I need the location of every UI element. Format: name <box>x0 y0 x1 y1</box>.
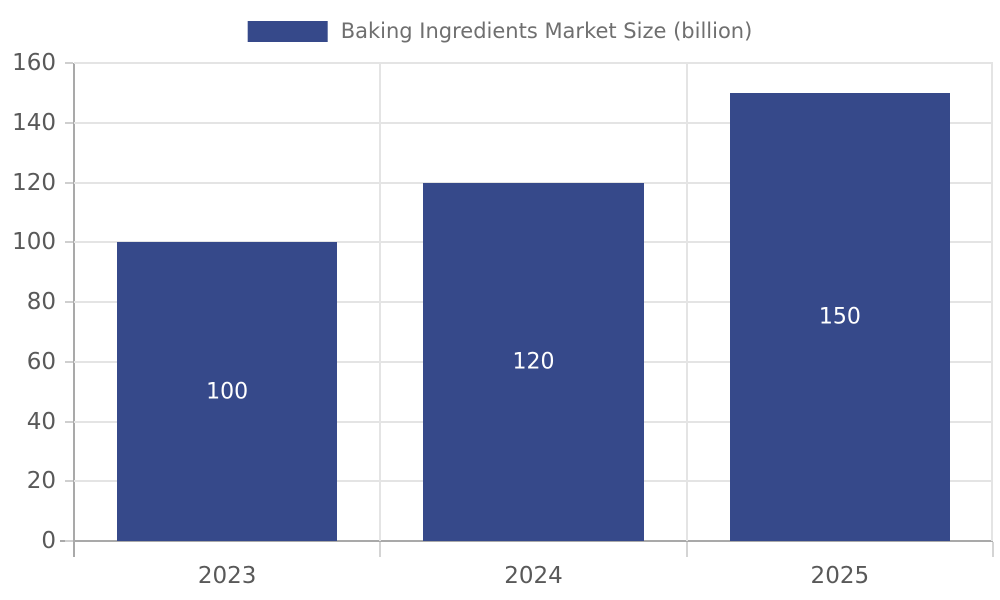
x-boundary-tick-3 <box>992 542 994 557</box>
chart-legend[interactable]: Baking Ingredients Market Size (billion) <box>247 19 753 43</box>
bar-2025[interactable] <box>729 92 951 541</box>
y-tick-mark-120 <box>65 181 73 184</box>
y-tick-mark-0 <box>65 540 73 542</box>
x-tick-label-2025: 2025 <box>810 563 870 589</box>
bar-2024[interactable] <box>423 182 644 541</box>
gridline-x-boundary-2 <box>685 63 688 541</box>
bar-value-label-2024: 120 <box>512 349 555 375</box>
y-tick-label-60: 60 <box>26 348 56 375</box>
gridline-y-160 <box>74 62 993 64</box>
legend-label: Baking Ingredients Market Size (billion) <box>340 19 753 43</box>
y-tick-mark-40 <box>65 420 73 423</box>
plot-area: 100 120 150 <box>74 62 993 541</box>
y-tick-label-0: 0 <box>41 528 56 554</box>
y-tick-mark-160 <box>65 62 73 64</box>
y-tick-mark-60 <box>65 360 73 363</box>
y-tick-label-40: 40 <box>26 408 56 435</box>
y-tick-mark-100 <box>65 241 73 244</box>
x-tick-label-2023: 2023 <box>197 563 257 589</box>
bar-value-label-2023: 100 <box>206 379 249 405</box>
bar-value-label-2025: 150 <box>818 304 861 330</box>
y-tick-label-80: 80 <box>26 289 56 315</box>
x-axis: 2023 2024 2025 <box>74 560 993 592</box>
legend-color-swatch <box>247 20 328 42</box>
x-boundary-tick-2 <box>685 542 688 557</box>
y-tick-mark-80 <box>65 301 73 303</box>
y-tick-mark-20 <box>65 480 73 483</box>
bar-2023[interactable] <box>116 242 338 541</box>
gridline-y-140 <box>74 121 993 124</box>
x-boundary-tick-1 <box>379 542 382 557</box>
y-tick-label-100: 100 <box>12 229 56 256</box>
y-axis: 0 20 40 60 80 100 120 140 160 <box>0 50 56 554</box>
y-tick-label-120: 120 <box>12 169 56 196</box>
y-axis-line <box>73 63 75 557</box>
gridline-x-boundary-1 <box>379 63 382 541</box>
y-tick-mark-140 <box>65 121 73 124</box>
y-tick-label-160: 160 <box>12 50 56 76</box>
y-tick-label-20: 20 <box>26 468 56 495</box>
x-axis-line <box>60 540 993 542</box>
y-tick-label-140: 140 <box>12 109 56 136</box>
x-tick-label-2024: 2024 <box>504 563 563 589</box>
